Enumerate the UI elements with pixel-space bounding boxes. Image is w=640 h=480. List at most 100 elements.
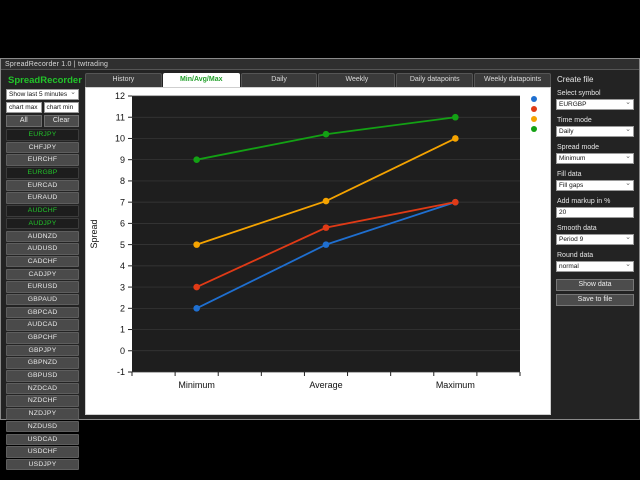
symbol-item[interactable]: USDJPY [6,458,79,471]
symbol-item[interactable]: CHFJPY [6,141,79,154]
symbol-item[interactable]: NZDCHF [6,395,79,407]
y-tick-label: 12 [115,91,125,101]
y-tick-label: 10 [115,134,125,144]
symbol-item[interactable]: AUDCAD [6,319,79,331]
data-point [452,198,459,206]
y-tick-label: 4 [120,261,125,271]
round-data-label: Round data [557,252,594,259]
symbol-item[interactable]: EURUSD [6,281,79,293]
chart-max-input[interactable]: chart max [6,102,42,113]
app-window: SpreadRecorder 1.0 | twtrading SpreadRec… [0,58,640,471]
window-body: SpreadRecorder Show last 5 minutes chart… [1,71,639,471]
symbol-item[interactable]: GBPCAD [6,306,79,319]
save-to-file-button[interactable]: Save to file [556,294,634,306]
data-point [452,113,459,121]
y-tick-label: 8 [120,176,125,186]
data-point [452,135,459,142]
add-markup-label: Add markup in % [557,198,611,205]
symbol-item[interactable]: EURCHF [6,154,79,166]
spread-mode-label: Spread mode [557,144,600,151]
select-symbol-dropdown[interactable]: EURGBP [556,99,634,110]
symbol-item[interactable]: AUDCHF [6,205,79,217]
y-tick-label: 11 [116,112,125,122]
y-tick-label: 2 [120,304,125,314]
symbol-item[interactable]: GBPNZD [6,357,79,369]
plot-area [132,96,520,372]
symbol-item[interactable]: GBPAUD [6,293,79,306]
symbol-item[interactable]: GBPJPY [6,344,79,357]
symbol-item[interactable]: EURGBP [6,167,79,179]
fill-data-label: Fill data [557,171,582,178]
symbol-item[interactable]: EURAUD [6,192,79,204]
tab-bar[interactable]: History Min/Avg/Max Daily Weekly Daily datap… [85,73,551,87]
symbol-item[interactable]: GBPCHF [6,332,79,344]
symbol-item[interactable]: EURCAD [6,179,79,192]
data-point [322,197,330,205]
chart-range-row: chart max chart min [6,102,79,113]
symbol-item[interactable]: CADJPY [6,268,79,281]
legend-marker [531,116,537,122]
symbol-item[interactable]: GBPUSD [6,370,79,382]
x-tick-label: Average [309,380,342,390]
y-axis-label: Spread [89,219,99,248]
symbol-item[interactable]: NZDUSD [6,420,79,433]
symbol-item[interactable]: AUDUSD [6,243,79,255]
y-tick-label: 3 [120,282,125,292]
symbol-item[interactable]: USDCHF [6,446,79,458]
time-mode-dropdown[interactable]: Daily [556,126,634,137]
y-tick-label: 6 [120,219,125,229]
x-tick-label: Minimum [178,380,215,390]
create-file-panel: Create file Select symbol EURGBP Time mo… [553,71,639,419]
chart-min-input[interactable]: chart min [43,102,79,113]
window-title: SpreadRecorder 1.0 | twtrading [5,60,109,68]
clear-selection-button[interactable]: Clear [43,115,79,127]
data-point [193,305,200,312]
legend-marker [531,106,537,112]
y-tick-label: 7 [120,197,125,207]
symbol-item[interactable]: AUDNZD [6,230,79,242]
sidebar: SpreadRecorder Show last 5 minutes chart… [1,71,83,471]
y-tick-label: 5 [120,240,125,250]
select-symbol-label: Select symbol [557,90,601,97]
y-tick-label: -1 [117,367,125,377]
tab-min-avg-max[interactable]: Min/Avg/Max [162,73,240,87]
symbol-item[interactable]: USDCAD [6,433,79,445]
timeframe-select[interactable]: Show last 5 minutes [6,89,79,100]
tab-weekly-datapoints[interactable]: Weekly datapoints [474,73,551,87]
tab-weekly[interactable]: Weekly [318,73,396,87]
symbol-item[interactable]: EURJPY [6,129,79,141]
data-point [193,283,200,291]
tab-history[interactable]: History [85,73,162,87]
add-markup-input[interactable]: 20 [556,207,634,218]
symbol-item[interactable]: NZDCAD [6,382,79,395]
fill-data-dropdown[interactable]: Fill gaps [556,180,634,191]
data-point [193,241,200,248]
select-all-button[interactable]: All [6,115,42,127]
round-data-dropdown[interactable]: normal [556,261,634,272]
symbol-item[interactable]: AUDJPY [6,217,79,230]
symbol-list[interactable]: EURJPY CHFJPY EURCHF EURGBP EURCAD EURAUD AUDC… [6,129,79,471]
data-point [322,130,330,138]
smooth-data-dropdown[interactable]: Period 9 [556,234,634,245]
chart-panel: -1 0 1 2 3 4 5 6 7 8 9 10 11 12 Spread Minimum Average Ma… [85,87,551,415]
tab-daily[interactable]: Daily [240,73,318,87]
select-buttons-row: All Clear [6,115,79,127]
smooth-data-label: Smooth data [557,225,597,232]
y-tick-label: 9 [120,155,125,165]
legend-marker [531,96,537,102]
spread-mode-dropdown[interactable]: Minimum [556,153,634,164]
x-tick-label: Maximum [436,380,475,390]
show-data-button[interactable]: Show data [556,279,634,291]
main-content: History Min/Avg/Max Daily Weekly Daily datap… [83,71,553,419]
symbol-item[interactable]: CADCHF [6,255,79,268]
symbol-item[interactable]: NZDJPY [6,408,79,420]
data-point [193,156,200,163]
data-point [322,224,330,231]
tab-daily-datapoints[interactable]: Daily datapoints [396,73,474,87]
legend-marker [531,126,537,132]
y-tick-label: 0 [120,346,125,356]
y-tick-label: 1 [120,325,125,335]
panel-title: Create file [557,75,594,84]
brand-label: SpreadRecorder [8,75,82,86]
